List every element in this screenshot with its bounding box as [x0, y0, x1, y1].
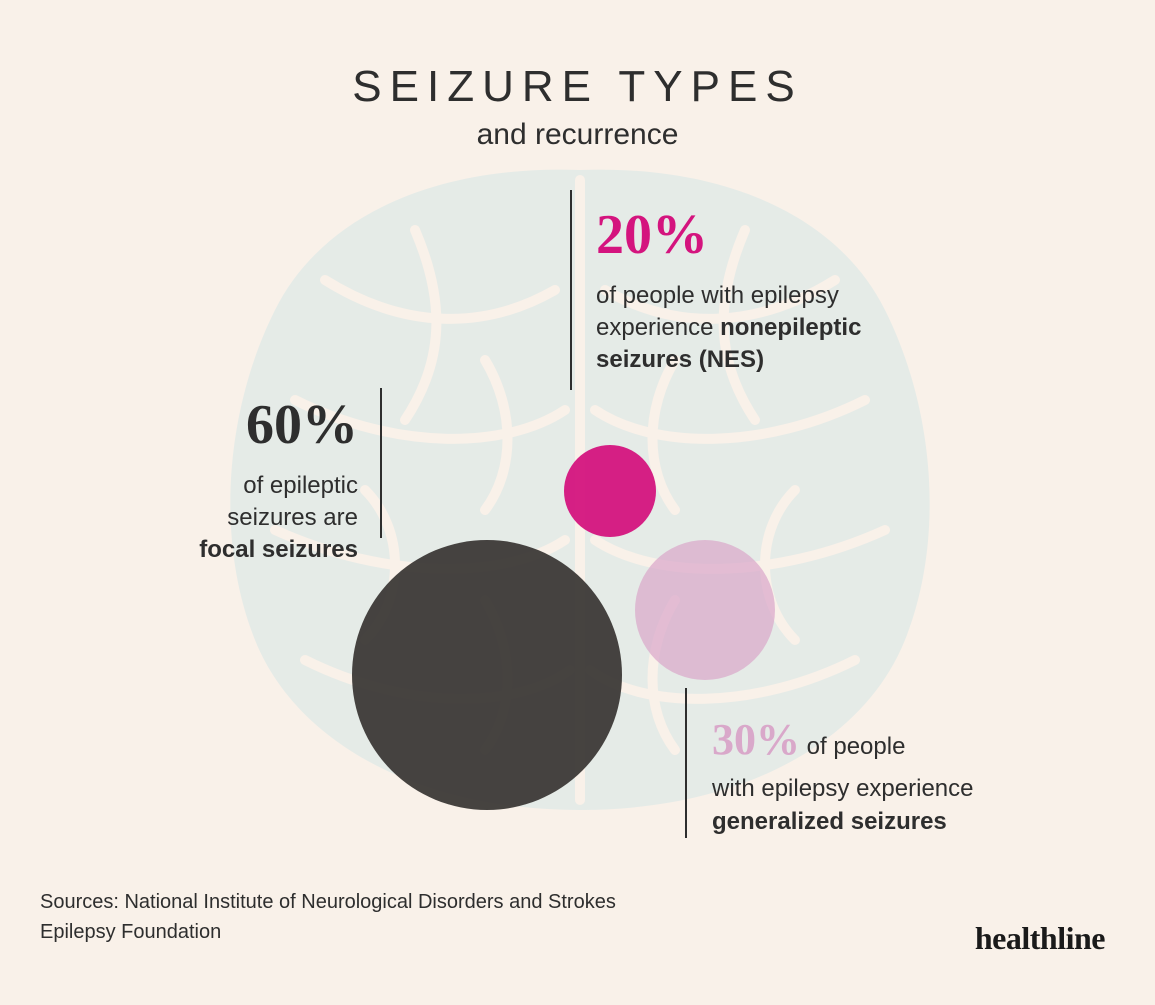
circle-generalized: [635, 540, 775, 680]
stat-nes-pct: 20%: [596, 198, 956, 274]
stat-gen-line2: with epilepsy experience: [712, 773, 1052, 805]
title-block: SEIZURE TYPES and recurrence: [0, 62, 1155, 152]
sources-line2: Epilepsy Foundation: [40, 917, 616, 947]
circle-focal: [352, 540, 622, 810]
divider-generalized: [685, 688, 687, 838]
healthline-logo: healthline: [975, 920, 1105, 957]
sources-line1: Sources: National Institute of Neurologi…: [40, 887, 616, 917]
stat-focal-pct: 60%: [100, 388, 358, 464]
stat-gen-pct: 30%: [712, 715, 800, 764]
stat-focal-line3-bold: focal seizures: [199, 536, 358, 563]
stat-gen-line3-bold: generalized seizures: [712, 808, 947, 835]
stat-nes-line2-bold: nonepileptic: [720, 314, 861, 341]
stat-focal-line1: of epileptic: [100, 470, 358, 502]
stat-generalized: 30% of people with epilepsy experience g…: [712, 710, 1052, 838]
stat-nes-line3-bold: seizures (NES): [596, 346, 764, 373]
stat-focal-line2: seizures are: [100, 502, 358, 534]
divider-focal: [380, 388, 382, 538]
circle-nes: [564, 445, 656, 537]
stat-nes: 20% of people with epilepsy experience n…: [596, 198, 956, 377]
title-main: SEIZURE TYPES: [0, 62, 1155, 112]
sources: Sources: National Institute of Neurologi…: [40, 887, 616, 947]
stat-gen-inline: of people: [800, 733, 905, 760]
infographic-canvas: SEIZURE TYPES and recurrence 20% of peop…: [0, 0, 1155, 1005]
title-sub: and recurrence: [0, 118, 1155, 152]
stat-nes-line2-pre: experience: [596, 314, 720, 341]
stat-focal: 60% of epileptic seizures are focal seiz…: [100, 388, 358, 567]
divider-nes: [570, 190, 572, 390]
stat-nes-line1: of people with epilepsy: [596, 280, 956, 312]
